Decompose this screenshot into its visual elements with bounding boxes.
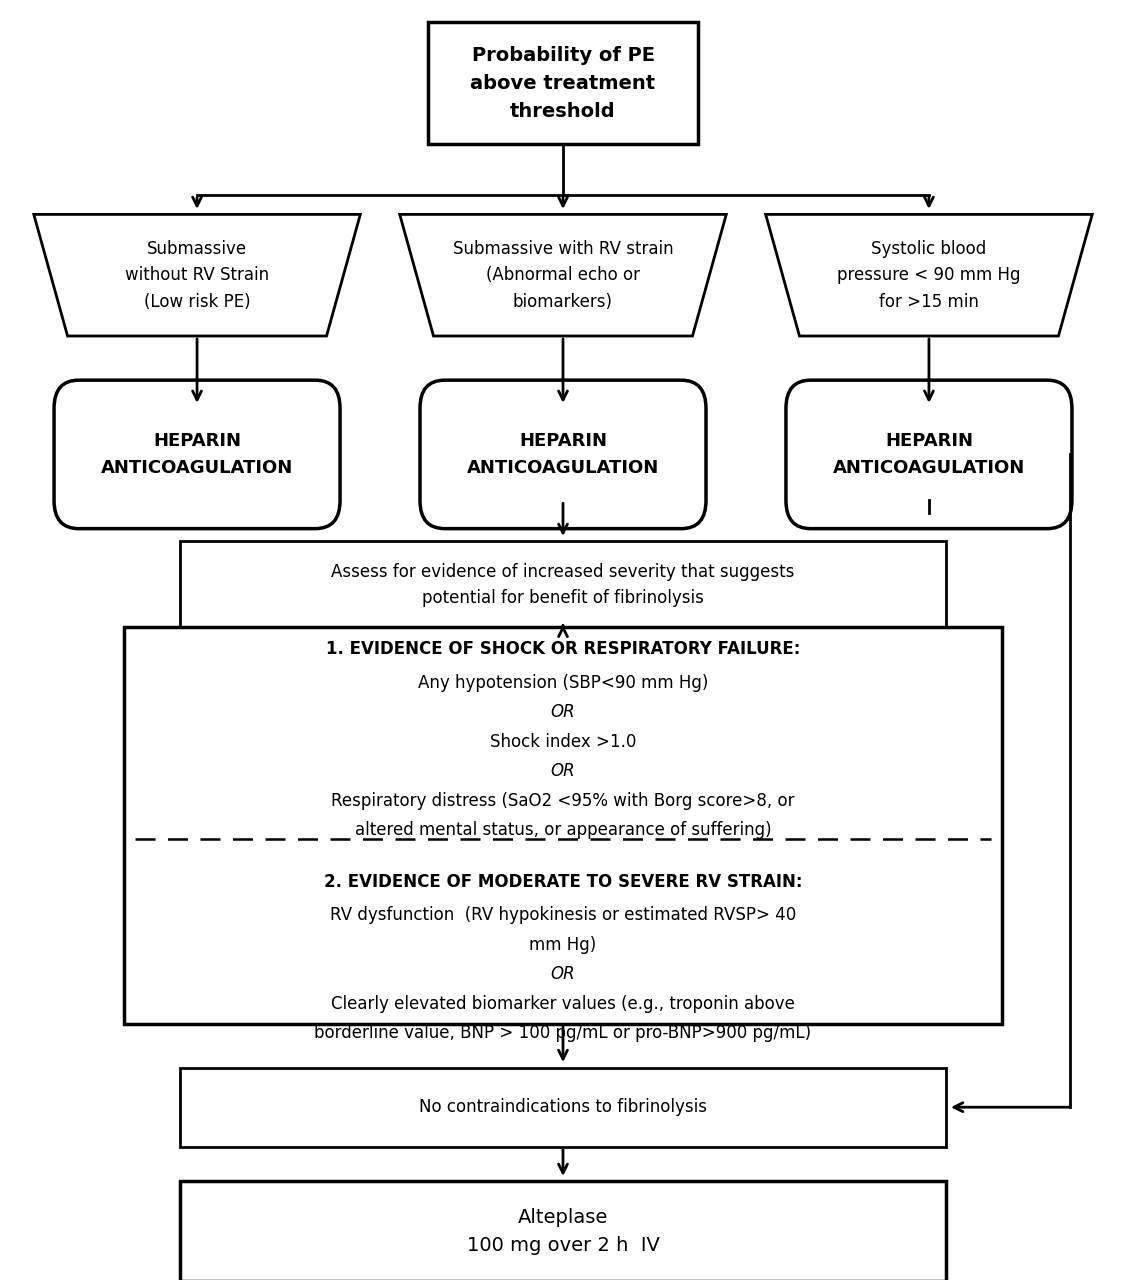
FancyBboxPatch shape <box>180 1181 946 1280</box>
Text: 2. EVIDENCE OF MODERATE TO SEVERE RV STRAIN:: 2. EVIDENCE OF MODERATE TO SEVERE RV STR… <box>324 873 802 891</box>
Text: OR: OR <box>551 965 575 983</box>
Text: OR: OR <box>551 703 575 722</box>
Text: Alteplase
100 mg over 2 h  IV: Alteplase 100 mg over 2 h IV <box>466 1208 660 1254</box>
Text: HEPARIN
ANTICOAGULATION: HEPARIN ANTICOAGULATION <box>467 433 659 476</box>
Text: Probability of PE
above treatment
threshold: Probability of PE above treatment thresh… <box>471 46 655 120</box>
FancyBboxPatch shape <box>180 1068 946 1147</box>
FancyBboxPatch shape <box>786 380 1072 529</box>
FancyBboxPatch shape <box>54 380 340 529</box>
Text: Submassive with RV strain
(Abnormal echo or
biomarkers): Submassive with RV strain (Abnormal echo… <box>453 239 673 311</box>
FancyBboxPatch shape <box>124 627 1002 1024</box>
Text: RV dysfunction  (RV hypokinesis or estimated RVSP> 40: RV dysfunction (RV hypokinesis or estima… <box>330 906 796 924</box>
Text: Assess for evidence of increased severity that suggests
potential for benefit of: Assess for evidence of increased severit… <box>331 563 795 607</box>
Text: Shock index >1.0: Shock index >1.0 <box>490 732 636 751</box>
Polygon shape <box>766 214 1092 335</box>
Text: Respiratory distress (SaO2 <95% with Borg score>8, or: Respiratory distress (SaO2 <95% with Bor… <box>331 791 795 810</box>
Text: OR: OR <box>551 762 575 781</box>
Text: HEPARIN
ANTICOAGULATION: HEPARIN ANTICOAGULATION <box>101 433 293 476</box>
Text: borderline value, BNP > 100 pg/mL or pro-BNP>900 pg/mL): borderline value, BNP > 100 pg/mL or pro… <box>314 1024 812 1042</box>
Polygon shape <box>400 214 726 335</box>
FancyBboxPatch shape <box>180 541 946 628</box>
Text: Submassive
without RV Strain
(Low risk PE): Submassive without RV Strain (Low risk P… <box>125 239 269 311</box>
FancyBboxPatch shape <box>420 380 706 529</box>
Text: altered mental status, or appearance of suffering): altered mental status, or appearance of … <box>355 820 771 840</box>
Text: Systolic blood
pressure < 90 mm Hg
for >15 min: Systolic blood pressure < 90 mm Hg for >… <box>838 239 1020 311</box>
Text: HEPARIN
ANTICOAGULATION: HEPARIN ANTICOAGULATION <box>833 433 1025 476</box>
Text: 1. EVIDENCE OF SHOCK OR RESPIRATORY FAILURE:: 1. EVIDENCE OF SHOCK OR RESPIRATORY FAIL… <box>325 640 801 658</box>
Polygon shape <box>34 214 360 335</box>
Text: No contraindications to fibrinolysis: No contraindications to fibrinolysis <box>419 1098 707 1116</box>
FancyBboxPatch shape <box>428 22 698 143</box>
Text: Any hypotension (SBP<90 mm Hg): Any hypotension (SBP<90 mm Hg) <box>418 673 708 692</box>
Text: mm Hg): mm Hg) <box>529 936 597 954</box>
Text: Clearly elevated biomarker values (e.g., troponin above: Clearly elevated biomarker values (e.g.,… <box>331 995 795 1012</box>
